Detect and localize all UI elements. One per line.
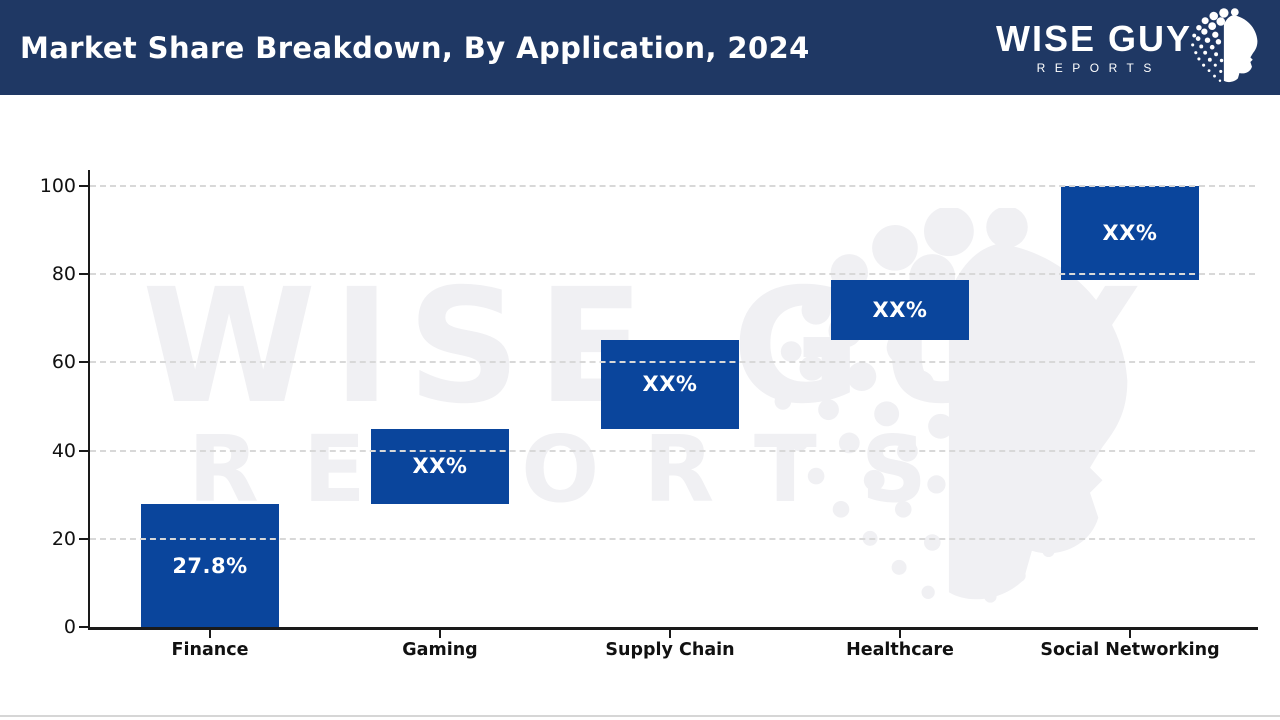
logo-text: WISE GUY REPORTS (995, 17, 1192, 75)
x-tick-label-social-networking: Social Networking (1040, 640, 1220, 660)
y-tick-40 (79, 449, 89, 452)
x-tick-label-finance: Finance (171, 640, 249, 660)
bar-value-healthcare: XX% (872, 298, 928, 323)
y-tick-label-100: 100 (39, 175, 76, 197)
bar-value-finance: 27.8% (172, 553, 248, 578)
y-tick-80 (79, 273, 89, 276)
x-tick-label-gaming: Gaming (402, 640, 478, 660)
x-tick-label-healthcare: Healthcare (846, 640, 954, 660)
y-tick-label-0: 0 (63, 616, 76, 638)
bar-value-supply-chain: XX% (642, 372, 698, 397)
gridline-y-40 (90, 449, 1255, 452)
logo-wordmark: WISE GUY (995, 17, 1192, 59)
y-tick-100 (79, 185, 89, 187)
gridline-y-20 (90, 537, 1255, 540)
bar-social-networking: XX% (1061, 186, 1199, 280)
bar-value-social-networking: XX% (1102, 220, 1158, 245)
chart-title: Market Share Breakdown, By Application, … (20, 30, 810, 65)
y-tick-20 (79, 537, 89, 540)
x-tick-healthcare (899, 630, 901, 638)
x-tick-supply-chain (669, 630, 671, 638)
bar-value-gaming: XX% (412, 454, 468, 479)
y-tick-label-60: 60 (51, 351, 76, 374)
logo-subtext: REPORTS (1036, 60, 1161, 75)
x-axis-line (88, 627, 1258, 630)
y-tick-60 (79, 361, 89, 364)
wise-guy-logo: WISE GUY REPORTS (996, 6, 1266, 90)
gridline-y-60 (90, 361, 1255, 364)
bottom-divider (0, 715, 1280, 717)
y-tick-label-80: 80 (51, 263, 76, 286)
x-tick-label-supply-chain: Supply Chain (605, 640, 735, 660)
x-tick-gaming (439, 630, 441, 638)
bar-healthcare: XX% (831, 279, 969, 341)
x-tick-social-networking (1129, 630, 1131, 638)
bar-supply-chain: XX% (601, 340, 739, 429)
header-banner: Market Share Breakdown, By Application, … (0, 0, 1280, 95)
y-tick-0 (79, 626, 89, 628)
gridline-y-100 (90, 185, 1255, 187)
y-axis-line (88, 170, 90, 629)
bar-gaming: XX% (371, 428, 509, 505)
bar-finance: 27.8% (141, 504, 279, 627)
gridline-y-80 (90, 273, 1255, 276)
x-tick-finance (209, 630, 211, 638)
y-tick-label-40: 40 (51, 439, 76, 462)
logo-face-icon (1191, 7, 1258, 82)
y-tick-label-20: 20 (51, 527, 76, 550)
